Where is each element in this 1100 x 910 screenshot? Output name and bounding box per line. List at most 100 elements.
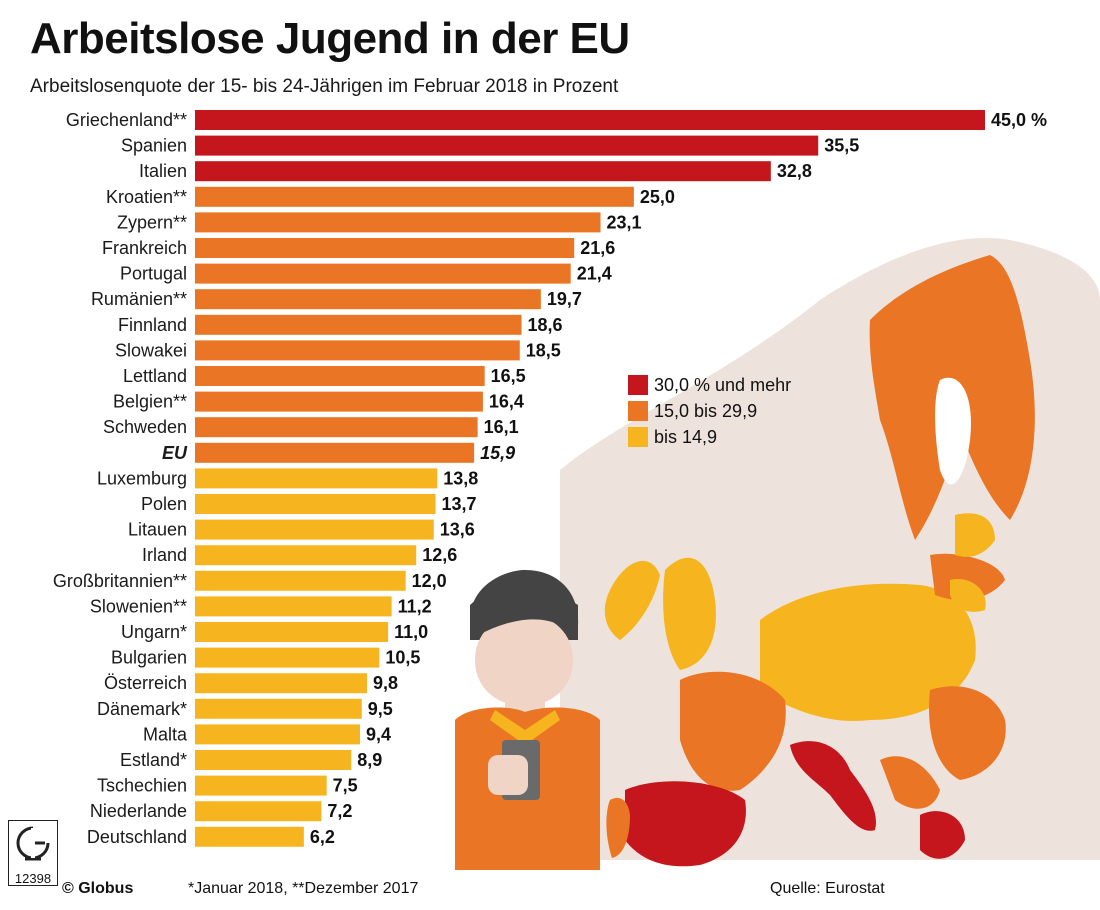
bar: [195, 391, 483, 412]
map-baltics: [950, 513, 995, 612]
category-label: Deutschland: [87, 827, 187, 847]
value-label: 13,6: [440, 520, 475, 540]
europe-map: [560, 238, 1100, 867]
value-label: 18,5: [526, 340, 561, 360]
category-label: Großbritannien**: [53, 571, 187, 591]
category-label: Portugal: [120, 264, 187, 284]
bar: [195, 340, 520, 361]
person-illustration: [455, 570, 600, 870]
value-label: 25,0: [640, 187, 675, 207]
bar: [195, 724, 361, 745]
value-label: 9,5: [368, 699, 393, 719]
person-head: [475, 615, 573, 705]
bar: [195, 238, 575, 258]
value-label: 23,1: [607, 212, 642, 232]
value-label: 19,7: [547, 289, 582, 309]
globe-g-icon: [16, 826, 50, 861]
value-label: 13,8: [443, 468, 478, 488]
chart-subtitle: Arbeitslosenquote der 15- bis 24-Jährige…: [30, 76, 619, 97]
value-label: 21,4: [577, 264, 612, 284]
category-label: Rumänien**: [91, 289, 187, 309]
legend-item: 30,0 % und mehr: [628, 372, 791, 398]
bar: [195, 468, 438, 489]
bar: [195, 826, 304, 847]
bar: [195, 519, 434, 540]
category-label: Polen: [141, 494, 187, 514]
map-baltic-sea: [935, 377, 971, 485]
bar: [195, 442, 475, 463]
logo-number: 12398: [14, 871, 52, 886]
value-label: 10,5: [385, 648, 420, 668]
value-label: 16,1: [484, 417, 519, 437]
bar: [195, 673, 368, 694]
bar: [195, 263, 571, 284]
value-label: 16,4: [489, 392, 524, 412]
footer-brand: © Globus: [62, 880, 134, 897]
category-label: Slowenien**: [90, 596, 187, 616]
value-label: 35,5: [824, 136, 859, 156]
footer-note: *Januar 2018, **Dezember 2017: [188, 880, 419, 897]
map-eastern-europe: [929, 553, 1006, 780]
category-label: Frankreich: [102, 238, 187, 258]
legend-label: 15,0 bis 29,9: [654, 400, 758, 421]
legend-label: bis 14,9: [654, 426, 718, 447]
value-label: 9,8: [373, 673, 398, 693]
bar: [195, 622, 389, 642]
bar: [195, 417, 478, 438]
map-portugal: [606, 797, 630, 858]
category-label: Spanien: [121, 136, 187, 156]
value-label: 11,2: [398, 596, 432, 616]
map-spain: [625, 781, 746, 867]
map-greece: [920, 811, 965, 859]
legend-swatch: [628, 375, 648, 395]
person-hand: [488, 755, 528, 795]
category-label: Ungarn*: [121, 622, 187, 642]
bar: [195, 545, 417, 566]
category-label: Zypern**: [117, 212, 187, 232]
value-label: 12,6: [422, 545, 457, 565]
category-label: Irland: [142, 545, 187, 565]
category-label: Estland*: [120, 750, 187, 770]
category-label: Österreich: [104, 673, 187, 693]
bar: [195, 110, 985, 130]
value-label: 16,5: [491, 366, 526, 386]
category-label: Slowakei: [115, 340, 187, 360]
bar: [195, 161, 771, 182]
bar: [195, 750, 352, 770]
bar: [195, 289, 541, 310]
bar: [195, 698, 362, 719]
category-label: Lettland: [123, 366, 187, 386]
category-label: Litauen: [128, 520, 187, 540]
value-label: 15,9: [480, 443, 515, 463]
category-label: Malta: [143, 724, 188, 744]
value-label: 13,7: [442, 494, 477, 514]
value-label: 21,6: [580, 238, 615, 258]
map-italy: [790, 741, 876, 831]
value-label: 9,4: [366, 724, 391, 744]
legend-swatch: [628, 401, 648, 421]
category-label: Dänemark*: [97, 699, 187, 719]
bar-group: Griechenland** 45,0 % Spanien 35,5 Italien 32…: [53, 110, 1047, 847]
category-label: Griechenland**: [66, 110, 187, 130]
bar: [195, 647, 380, 668]
person-hair-front: [470, 588, 578, 640]
map-balkans: [880, 756, 940, 809]
value-label: 6,2: [310, 827, 335, 847]
legend-swatch: [628, 427, 648, 447]
person-collar: [490, 710, 560, 745]
category-label: Schweden: [103, 417, 187, 437]
value-label: 8,9: [357, 750, 382, 770]
bar: [195, 570, 406, 591]
globus-logo: 12398: [8, 820, 58, 886]
value-label: 12,0: [412, 571, 447, 591]
bar: [195, 494, 436, 514]
value-label: 7,5: [333, 776, 358, 796]
bar: [195, 596, 392, 617]
value-label: 11,0: [394, 622, 428, 642]
footer-source: Quelle: Eurostat: [770, 880, 885, 897]
bar: [195, 801, 322, 822]
category-label: Tschechien: [97, 776, 187, 796]
value-label: 18,6: [528, 315, 563, 335]
